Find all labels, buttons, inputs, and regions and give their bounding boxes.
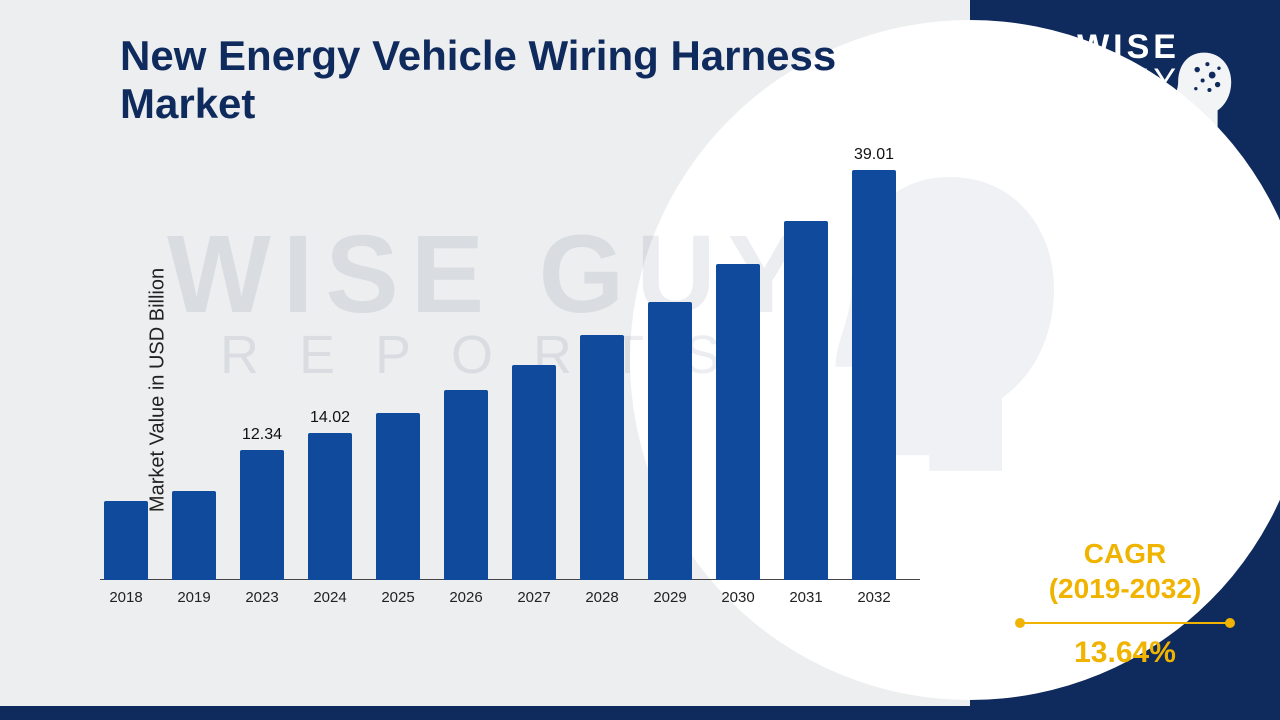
logo-text-line2: REPORTS [996, 100, 1180, 118]
cagr-divider [1020, 622, 1230, 624]
report-card: WISE GUY REPORTS WISE GUY REPORTS New En… [0, 0, 1280, 720]
logo: WISE GUY REPORTS [996, 30, 1256, 118]
chart-bar [784, 221, 828, 580]
logo-text-line1: WISE GUY [996, 30, 1180, 98]
chart-bar [308, 433, 352, 580]
bottom-strip [0, 706, 970, 720]
x-tick-label: 2025 [363, 589, 433, 606]
cagr-label: CAGR (2019-2032) [1000, 536, 1250, 606]
bar-value-label: 39.01 [839, 146, 909, 164]
chart-bar [716, 264, 760, 580]
chart-bar [512, 365, 556, 580]
x-tick-label: 2023 [227, 589, 297, 606]
cagr-label-line1: CAGR [1084, 538, 1166, 569]
x-tick-label: 2019 [159, 589, 229, 606]
chart-bar [104, 501, 148, 580]
cagr-label-line2: (2019-2032) [1049, 573, 1202, 604]
x-tick-label: 2032 [839, 589, 909, 606]
x-tick-label: 2027 [499, 589, 569, 606]
x-tick-label: 2026 [431, 589, 501, 606]
x-tick-label: 2031 [771, 589, 841, 606]
x-tick-label: 2028 [567, 589, 637, 606]
logo-wise: WISE [1077, 28, 1180, 66]
chart-bar [444, 390, 488, 580]
chart-bar [376, 413, 420, 580]
bar-value-label: 14.02 [295, 409, 365, 427]
bar-chart: 20182019202312.34202414.0220252026202720… [100, 160, 920, 580]
chart-bar [172, 491, 216, 580]
chart-bar [240, 450, 284, 580]
cagr-block: CAGR (2019-2032) 13.64% [1000, 536, 1250, 670]
chart-bar [852, 170, 896, 580]
chart-bar [580, 335, 624, 580]
x-tick-label: 2024 [295, 589, 365, 606]
x-tick-label: 2029 [635, 589, 705, 606]
x-tick-label: 2018 [91, 589, 161, 606]
chart-area: Market Value in USD Billion 201820192023… [80, 160, 920, 620]
cagr-value: 13.64% [1000, 636, 1250, 670]
x-tick-label: 2030 [703, 589, 773, 606]
bar-value-label: 12.34 [227, 426, 297, 444]
logo-guy: GUY [1094, 62, 1180, 100]
chart-title: New Energy Vehicle Wiring Harness Market [120, 32, 880, 129]
chart-bar [648, 302, 692, 580]
